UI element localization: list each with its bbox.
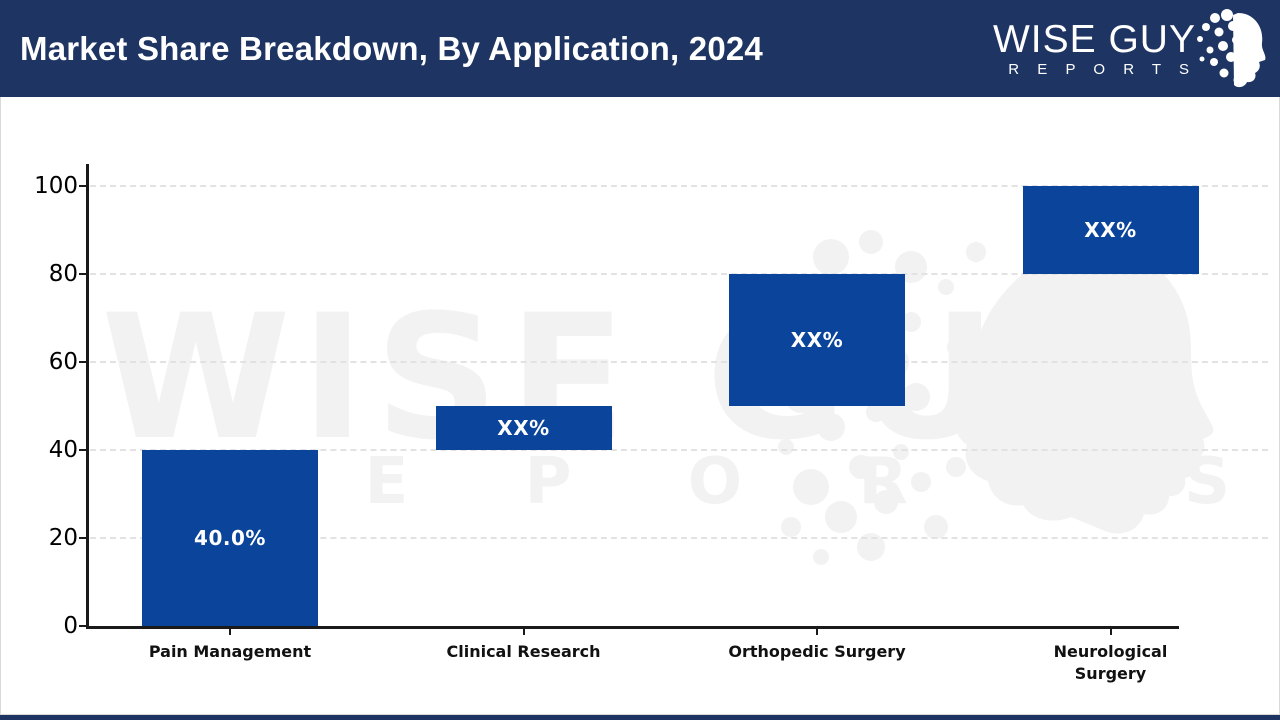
bar-value-label: XX% — [790, 328, 844, 352]
gridline-y60 — [90, 361, 1268, 363]
x-category-label-pain-management: Pain Management — [148, 642, 312, 661]
y-tick-mark-0 — [79, 625, 87, 627]
header-bar: Market Share Breakdown, By Application, … — [0, 0, 1280, 97]
y-tick-mark-100 — [79, 185, 87, 187]
bar-neurological-surgery: XX% — [1022, 186, 1199, 274]
x-tick-mark-2 — [522, 628, 525, 635]
gridline-y80 — [90, 273, 1268, 275]
chart-title: Market Share Breakdown, By Application, … — [20, 29, 763, 67]
logo-text: WISE GUY R E P O R T S — [993, 20, 1196, 77]
x-category-label-orthopedic-surgery: Orthopedic Surgery — [728, 642, 906, 661]
y-tick-label-20: 20 — [48, 525, 78, 551]
y-tick-label-60: 60 — [48, 349, 78, 375]
x-axis-line — [86, 626, 1179, 629]
y-axis-line — [86, 164, 89, 628]
gridline-y100 — [90, 185, 1268, 187]
y-tick-label-40: 40 — [48, 437, 78, 463]
x-category-label-clinical-research: Clinical Research — [446, 642, 601, 661]
logo-wordmark: WISE GUY — [992, 18, 1196, 61]
bar-value-label: XX% — [1084, 218, 1137, 242]
watermark-text-primary: WISE GUY — [101, 277, 1142, 478]
x-tick-mark-4 — [1109, 628, 1112, 635]
y-tick-mark-20 — [79, 537, 87, 539]
bar-clinical-research: XX% — [435, 406, 612, 450]
y-tick-label-0: 0 — [63, 613, 78, 639]
y-tick-mark-80 — [79, 273, 87, 275]
bar-orthopedic-surgery: XX% — [729, 274, 905, 406]
gridline-y40 — [90, 449, 1268, 451]
gridline-y20 — [90, 537, 1268, 539]
bar-value-label: 40.0% — [194, 526, 266, 550]
x-category-label-neurological-surgery: Neurological Surgery — [1053, 642, 1168, 683]
y-tick-label-80: 80 — [48, 261, 78, 287]
wiseguy-logo: WISE GUY R E P O R T S — [993, 8, 1266, 89]
footer-bar — [0, 715, 1280, 720]
x-tick-mark-1 — [229, 628, 231, 635]
logo-subtitle: R E P O R T S — [1008, 61, 1196, 78]
bar-pain-management: 40.0% — [142, 450, 318, 626]
x-tick-mark-3 — [816, 628, 818, 635]
logo-head-icon — [1197, 8, 1266, 87]
y-tick-mark-40 — [79, 449, 87, 451]
y-tick-label-100: 100 — [34, 173, 78, 199]
bar-value-label: XX% — [497, 416, 550, 440]
y-tick-mark-60 — [79, 361, 87, 363]
